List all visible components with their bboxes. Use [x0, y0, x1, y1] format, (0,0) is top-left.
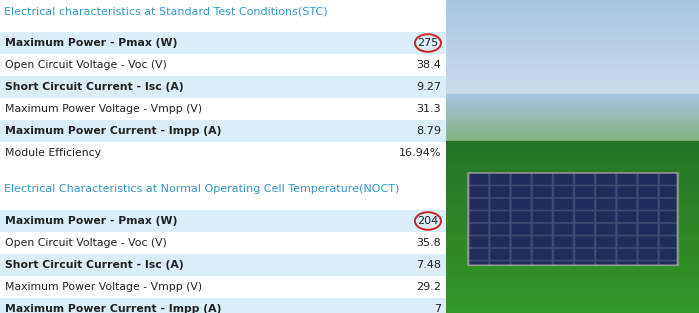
- Text: 275: 275: [417, 38, 438, 48]
- FancyBboxPatch shape: [0, 276, 446, 298]
- Text: Open Circuit Voltage - Voc (V): Open Circuit Voltage - Voc (V): [5, 238, 167, 248]
- Text: 7.48: 7.48: [416, 260, 441, 270]
- Text: Maximum Power Voltage - Vmpp (V): Maximum Power Voltage - Vmpp (V): [5, 282, 202, 292]
- Text: Maximum Power Voltage - Vmpp (V): Maximum Power Voltage - Vmpp (V): [5, 104, 202, 114]
- Text: Open Circuit Voltage - Voc (V): Open Circuit Voltage - Voc (V): [5, 60, 167, 70]
- Text: Electrical Characteristics at Normal Operating Cell Temperature(NOCT): Electrical Characteristics at Normal Ope…: [4, 184, 399, 194]
- FancyBboxPatch shape: [0, 298, 446, 313]
- Text: 204: 204: [417, 216, 438, 226]
- Text: Maximum Power Current - Impp (A): Maximum Power Current - Impp (A): [5, 126, 222, 136]
- FancyBboxPatch shape: [0, 232, 446, 254]
- Text: 38.4: 38.4: [416, 60, 441, 70]
- FancyBboxPatch shape: [0, 76, 446, 98]
- FancyBboxPatch shape: [0, 98, 446, 120]
- Text: Short Circuit Current - Isc (A): Short Circuit Current - Isc (A): [5, 260, 184, 270]
- Text: Maximum Power - Pmax (W): Maximum Power - Pmax (W): [5, 216, 178, 226]
- FancyBboxPatch shape: [0, 120, 446, 142]
- Text: Short Circuit Current - Isc (A): Short Circuit Current - Isc (A): [5, 82, 184, 92]
- Text: Module Efficiency: Module Efficiency: [5, 148, 101, 158]
- Text: 8.79: 8.79: [416, 126, 441, 136]
- Text: Maximum Power Current - Impp (A): Maximum Power Current - Impp (A): [5, 304, 222, 313]
- Text: Maximum Power - Pmax (W): Maximum Power - Pmax (W): [5, 38, 178, 48]
- Text: Electrical characteristics at Standard Test Conditions(STC): Electrical characteristics at Standard T…: [4, 6, 328, 16]
- FancyBboxPatch shape: [0, 32, 446, 54]
- FancyBboxPatch shape: [0, 142, 446, 164]
- Text: 29.2: 29.2: [416, 282, 441, 292]
- Text: 35.8: 35.8: [416, 238, 441, 248]
- Text: 16.94%: 16.94%: [398, 148, 441, 158]
- FancyBboxPatch shape: [0, 54, 446, 76]
- Text: 9.27: 9.27: [416, 82, 441, 92]
- Text: 7: 7: [434, 304, 441, 313]
- Text: 31.3: 31.3: [417, 104, 441, 114]
- FancyBboxPatch shape: [0, 210, 446, 232]
- FancyBboxPatch shape: [0, 254, 446, 276]
